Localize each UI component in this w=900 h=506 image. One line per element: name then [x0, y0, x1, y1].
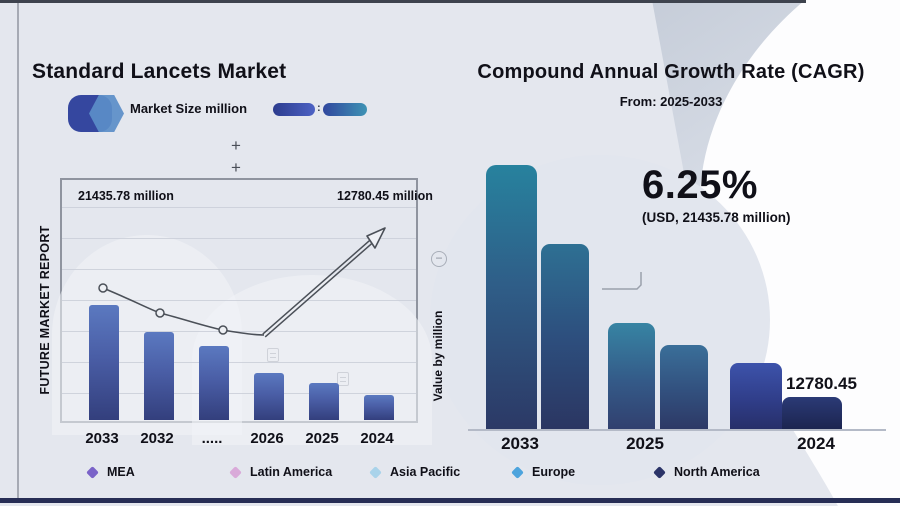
legend-swatch-latin-america: [229, 465, 242, 479]
ratio-pill-right: [323, 103, 367, 116]
bar-value-annotation: 12780.45: [786, 374, 857, 393]
bar-2032: [144, 332, 174, 420]
cagr-note: (USD, 21435.78 million): [642, 210, 791, 225]
x-label-2032: 2032: [140, 430, 174, 447]
cagr-chart: [460, 149, 890, 429]
trend-arrow-line: [98, 227, 386, 338]
frame-top-line: [0, 0, 806, 3]
legend-item-north-america: North America: [653, 464, 760, 480]
bar-2026: [254, 373, 284, 420]
cagr-bar-2025-primary: [608, 323, 655, 429]
x-label-ellipsis: .....: [201, 430, 223, 447]
legend-item-latin-america: Latin America: [229, 464, 333, 480]
ratio-pill-left: [273, 103, 315, 116]
x-axis-line: [468, 429, 886, 431]
cagr-bar-2033-secondary: [541, 244, 589, 429]
legend-label: MEA: [107, 465, 135, 479]
y-axis-label: Value by million: [431, 310, 445, 402]
ratio-separator: :: [317, 102, 321, 114]
annotation-end-value: 12780.45 million: [337, 189, 433, 203]
frame-bottom-line: [0, 498, 900, 503]
x-label-2024: 2024: [360, 430, 394, 447]
bar-2024: [364, 395, 394, 420]
cagr-subtitle: From: 2025-2033: [619, 94, 723, 109]
annotation-start-value: 21435.78 million: [78, 189, 174, 203]
cagr-bar-2024-secondary: [782, 397, 842, 429]
x-label-2026: 2026: [250, 430, 284, 447]
step-decoration: [602, 272, 642, 290]
brand-logo: [68, 95, 124, 132]
zoom-out-icon: −: [431, 251, 447, 267]
cagr-bar-2033-primary: [486, 165, 537, 429]
cagr-value: 6.25%: [642, 163, 758, 207]
plus-icon: +: [231, 136, 241, 155]
x-label-2025: 2025: [626, 434, 664, 453]
x-label-2025: 2025: [305, 430, 339, 447]
plus-icon: +: [231, 158, 241, 177]
x-label-2033: 2033: [501, 434, 539, 453]
gridlines: [62, 207, 416, 396]
legend-swatch-europe: [511, 465, 524, 479]
frame-left-line: [17, 3, 19, 499]
legend-swatch-asia-pacific: [369, 465, 382, 479]
future-market-report-watermark: FUTURE MARKET REPORT: [38, 225, 52, 395]
cagr-bar-2024-primary: [730, 363, 782, 429]
legend-item-mea: MEA: [86, 464, 135, 480]
legend-label: Europe: [532, 465, 576, 479]
legend-label: North America: [674, 465, 760, 479]
x-label-2033: 2033: [85, 430, 119, 447]
legend-item-europe: Europe: [511, 464, 576, 480]
market-size-chart: [52, 178, 432, 445]
legend-swatch-north-america: [653, 465, 666, 479]
document-watermark-icon: [337, 372, 349, 386]
document-watermark-icon: [267, 348, 279, 362]
cagr-bar-2025-secondary: [660, 345, 708, 429]
cagr-title: Compound Annual Growth Rate (CAGR): [477, 61, 865, 83]
bar-2033: [89, 305, 119, 420]
x-label-2024: 2024: [797, 434, 835, 453]
legend-swatch-mea: [86, 465, 99, 479]
legend-label: Asia Pacific: [390, 465, 461, 479]
legend-label: Latin America: [250, 465, 333, 479]
bar-ellipsis: [199, 346, 229, 420]
page-title: Standard Lancets Market: [32, 60, 287, 83]
legend-item-asia-pacific: Asia Pacific: [369, 464, 461, 480]
market-size-label: Market Size million: [130, 101, 248, 116]
bar-2025: [309, 383, 339, 420]
